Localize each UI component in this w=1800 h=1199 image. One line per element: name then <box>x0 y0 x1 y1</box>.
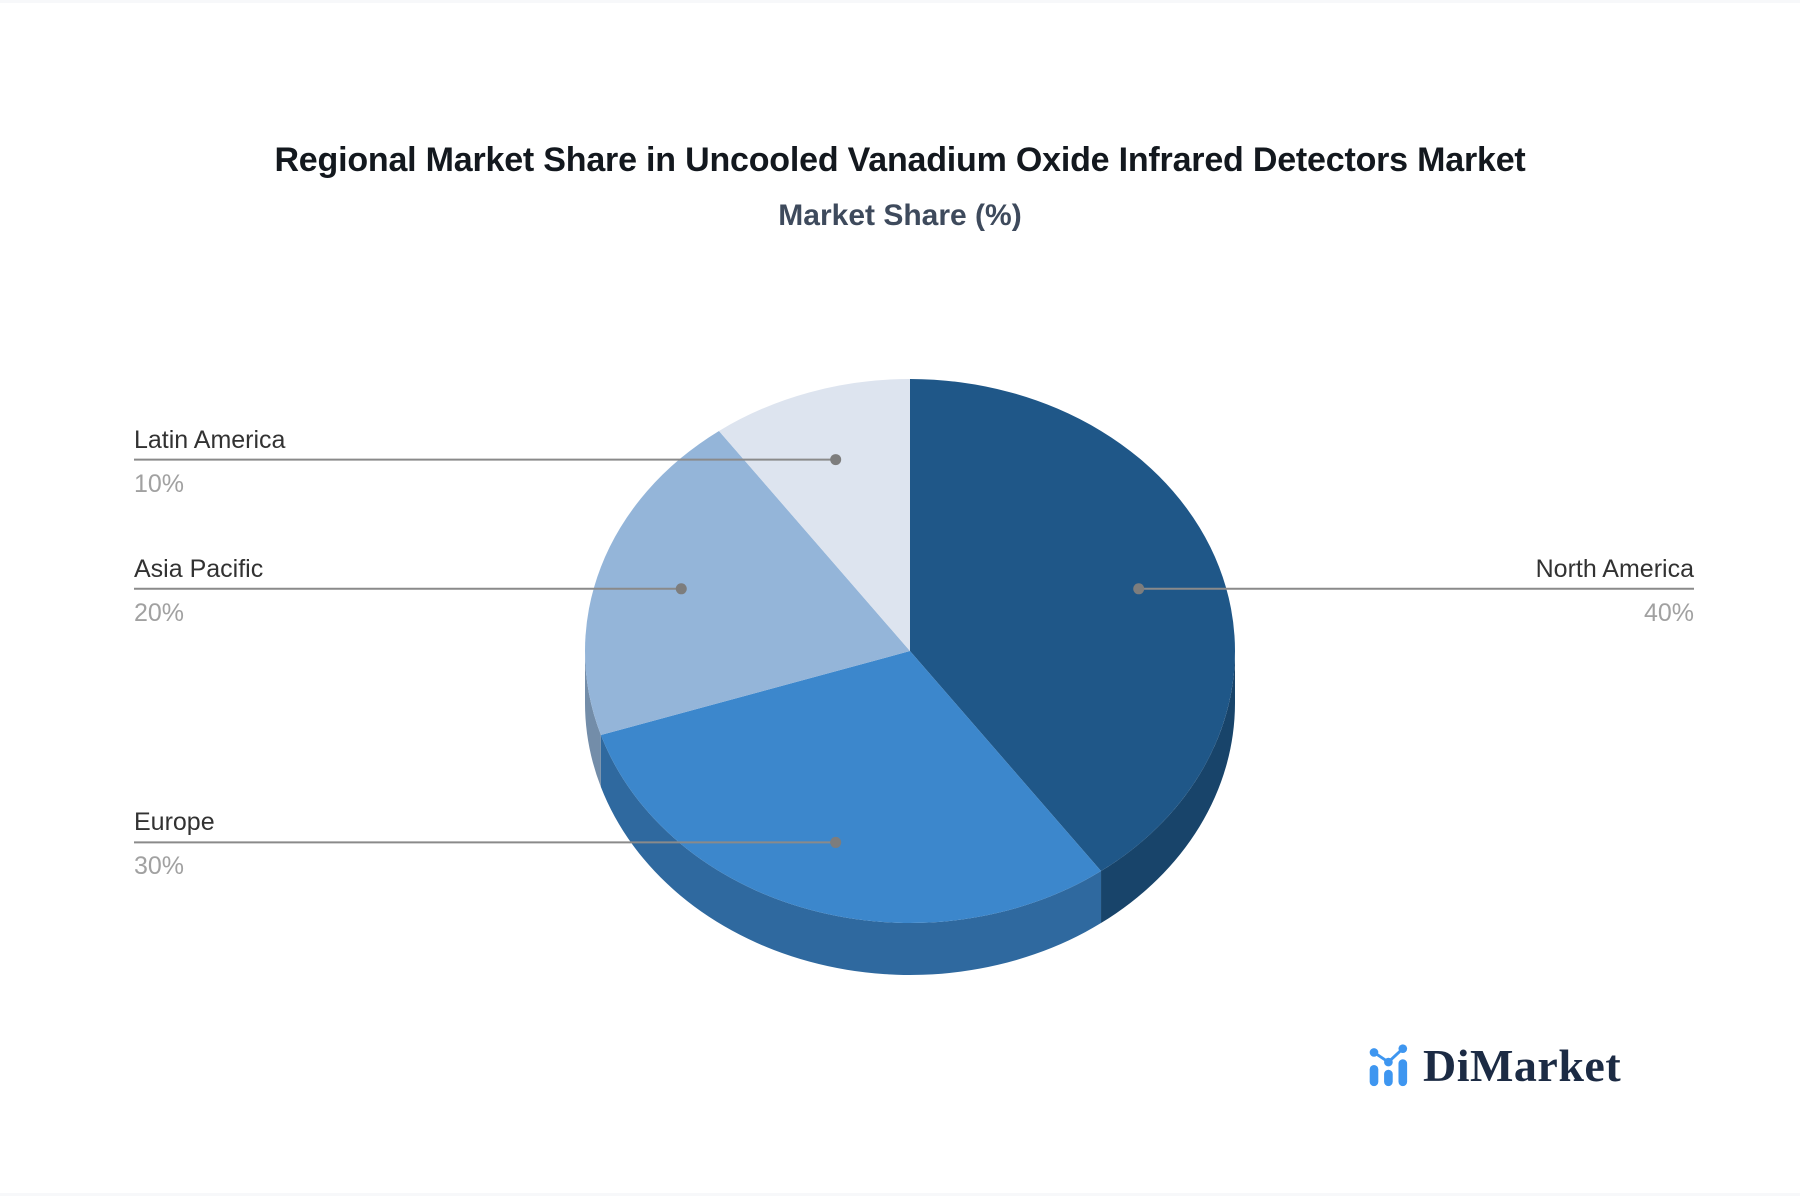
slice-label-name: Europe <box>134 808 215 837</box>
pie-slice-north-america[interactable] <box>910 379 1235 872</box>
slice-label-name: North America <box>1535 554 1694 583</box>
bar-line-chart-icon-part <box>1369 1048 1379 1057</box>
pie-slice-europe[interactable] <box>600 651 1102 924</box>
pie-slice-side-asia-pacific <box>585 651 601 788</box>
brand-name: DiMarket <box>1423 1040 1622 1091</box>
slice-label-name: Latin America <box>134 425 286 454</box>
bar-line-chart-icon-part <box>1384 1057 1393 1067</box>
pie-slice-side-europe <box>600 735 1102 975</box>
brand-watermark: DiMarket <box>1362 1039 1621 1089</box>
bar-line-chart-icon-part <box>1384 1069 1393 1087</box>
bar-line-chart-icon-part <box>1398 1059 1408 1087</box>
bar-line-chart-icon-part <box>1369 1064 1379 1087</box>
slice-label-name: Asia Pacific <box>134 554 264 583</box>
slice-label-value: 20% <box>134 598 185 627</box>
callout-dot <box>830 454 842 466</box>
callout-dot <box>830 836 842 848</box>
pie-slice-side-north-america <box>1101 651 1235 924</box>
chart-subtitle: Market Share (%) <box>778 199 1022 232</box>
chart-title: Regional Market Share in Uncooled Vanadi… <box>274 141 1526 179</box>
callout-dot <box>1133 583 1145 595</box>
pie-slice-latin-america[interactable] <box>718 379 910 651</box>
bar-line-chart-icon <box>1369 1044 1408 1087</box>
slice-label-value: 10% <box>134 469 185 498</box>
slice-label-value: 30% <box>134 852 185 881</box>
pie-slice-asia-pacific[interactable] <box>585 430 910 736</box>
pie-chart <box>134 379 1694 975</box>
callout-dot <box>675 583 687 595</box>
slice-label-value: 40% <box>1643 598 1694 627</box>
bar-line-chart-icon-part <box>1398 1044 1408 1053</box>
